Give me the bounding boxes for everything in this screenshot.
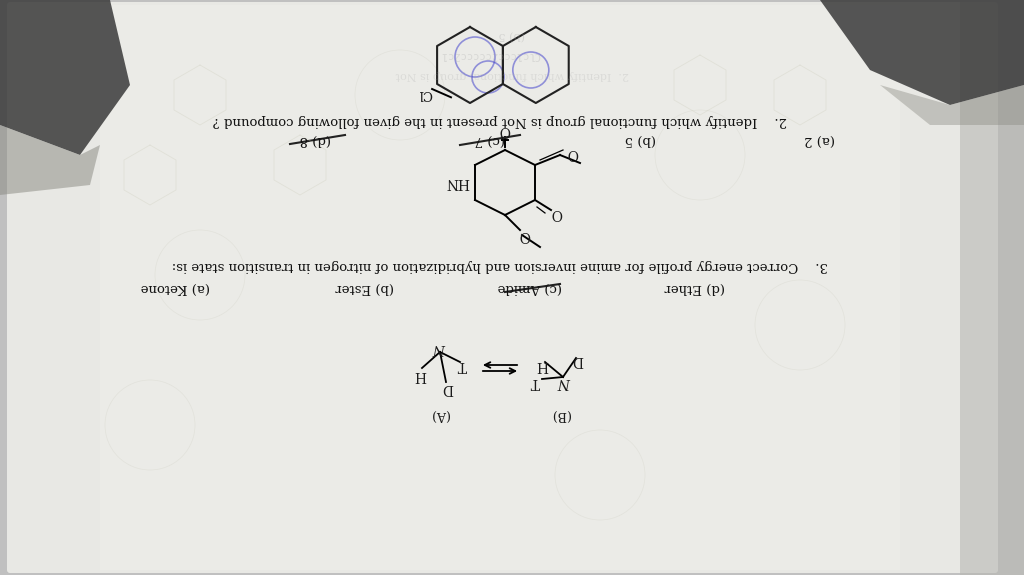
- Polygon shape: [961, 0, 1024, 575]
- Text: (b) Ester: (b) Ester: [336, 282, 394, 294]
- Text: O: O: [567, 146, 579, 160]
- Text: 3.    Correct energy profile for amine inversion and hybridization of nitrogen i: 3. Correct energy profile for amine inve…: [172, 259, 828, 271]
- Text: O: O: [551, 206, 562, 220]
- FancyBboxPatch shape: [7, 2, 998, 573]
- Text: O: O: [519, 228, 530, 242]
- Text: N: N: [434, 341, 446, 355]
- Text: (d) 8: (d) 8: [299, 133, 331, 147]
- Text: (c) 7: (c) 7: [475, 133, 505, 147]
- Text: H: H: [414, 368, 426, 382]
- FancyBboxPatch shape: [100, 5, 900, 570]
- Text: Clc1ccc2ccccc2c1: Clc1ccc2ccccc2c1: [440, 50, 540, 60]
- Text: (c) Amide: (c) Amide: [498, 282, 562, 294]
- Text: (a) Ketone: (a) Ketone: [140, 282, 210, 294]
- Text: 2.  Identify which functional group is Not: 2. Identify which functional group is No…: [395, 70, 629, 80]
- Text: 2.    Identify which functional group is Not present in the given following comp: 2. Identify which functional group is No…: [213, 113, 787, 126]
- Polygon shape: [820, 0, 1024, 105]
- Text: T: T: [530, 375, 540, 389]
- Text: O: O: [500, 123, 511, 137]
- Text: N: N: [559, 375, 571, 389]
- Text: D: D: [442, 381, 454, 395]
- Text: (b) 5: (b) 5: [625, 133, 655, 147]
- Text: HN: HN: [445, 175, 469, 189]
- Polygon shape: [0, 0, 130, 155]
- Text: (a) 2: (a) 2: [805, 133, 836, 147]
- Text: H: H: [536, 358, 548, 372]
- Text: D: D: [572, 353, 584, 367]
- Polygon shape: [0, 125, 100, 195]
- Text: (A): (A): [430, 408, 450, 421]
- Text: Cl: Cl: [418, 87, 432, 101]
- Text: (B): (B): [551, 408, 569, 421]
- Text: (d) Ether: (d) Ether: [665, 282, 725, 294]
- Text: T: T: [458, 358, 467, 372]
- Polygon shape: [880, 85, 1024, 125]
- Text: (b) 5: (b) 5: [499, 30, 525, 40]
